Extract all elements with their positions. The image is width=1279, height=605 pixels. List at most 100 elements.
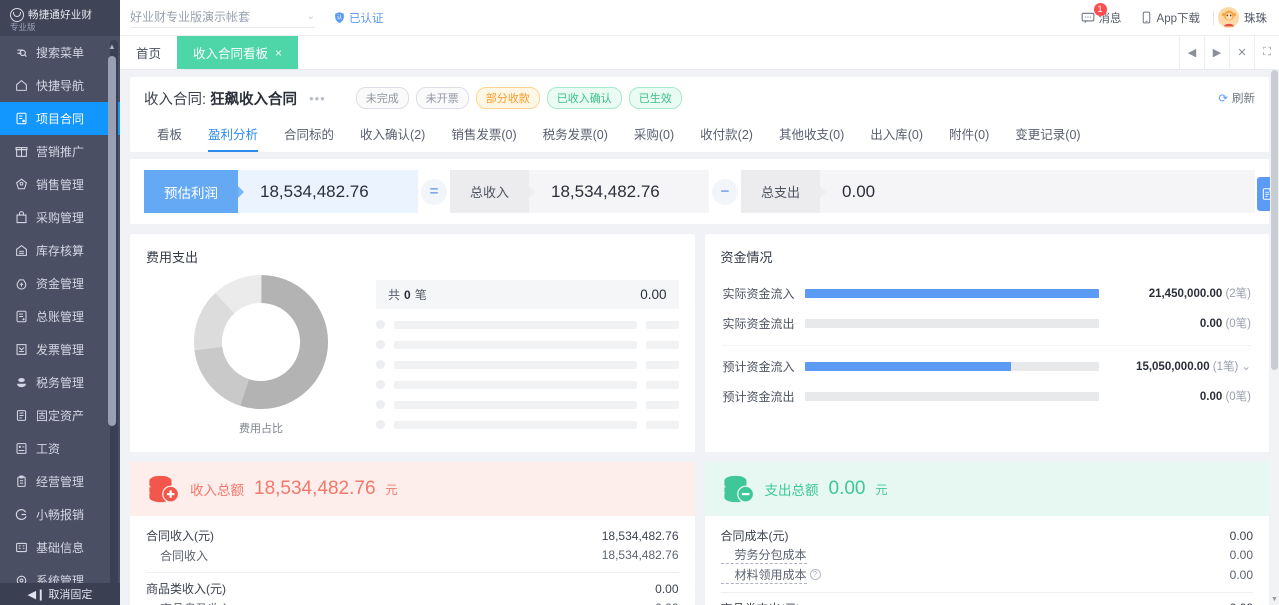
search-menu-icon [14, 46, 28, 60]
summary-row-label: 合同收入(元) [146, 529, 214, 544]
skeleton-amount [645, 360, 679, 369]
detail-tab-9[interactable]: 出入库(0) [870, 128, 924, 142]
app-logo[interactable]: 畅捷通好业财 专业版 [0, 0, 120, 36]
expense-list-header: 共 0 笔 0.00 [376, 280, 679, 309]
kpi-card: 预估利润 18,534,482.76 = 总收入 18,534,482.76 − [130, 159, 1269, 224]
income-detail-rows: 合同收入(元) 18,534,482.76 合同收入 18,534,482.76 商品类… [130, 516, 695, 605]
expense-skeleton-rows [376, 320, 679, 429]
fund-count: (2笔) [1225, 288, 1251, 300]
fund-label: 实际资金流入 [722, 286, 795, 301]
sidebar-item-15[interactable]: 基础信息 [0, 531, 120, 564]
page-scrollbar-thumb[interactable] [1271, 70, 1278, 370]
totals-row: 收入总额 18,534,482.76 元 合同收入(元) 18,534,482.7… [130, 462, 1269, 605]
more-actions-icon[interactable]: ••• [309, 90, 326, 106]
expense-total-unit: 元 [875, 482, 888, 497]
summary-row: 合同收入 18,534,482.76 [146, 546, 679, 566]
detail-tabs: 看板 盈利分析 合同标的 收入确认(2) 销售发票(0) 税务发票(0) 采购(0) 收付款(… [144, 119, 1255, 152]
summary-row-label: 合同收入 [160, 548, 209, 563]
certified-badge[interactable]: 认 已认证 [333, 10, 384, 26]
sidebar-item-9[interactable]: 发票管理 [0, 333, 120, 366]
detail-tab-4[interactable]: 销售发票(0) [451, 128, 517, 142]
page-tab-1[interactable]: 收入合同看板 × [177, 36, 299, 69]
detail-tab-0[interactable]: 看板 [157, 128, 183, 142]
content-scroll-area: 收入合同: 狂飙收入合同 ••• 未完成 未开票 部分收款 已收入确认 已生效 ⟳ 刷新… [120, 70, 1279, 605]
sidebar-item-1[interactable]: 快捷导航 [0, 69, 120, 102]
avatar[interactable] [1218, 7, 1239, 28]
sidebar-item-4[interactable]: 销售管理 [0, 168, 120, 201]
status-badges: 未完成 未开票 部分收款 已收入确认 已生效 [355, 87, 682, 109]
page-tab-close-icon[interactable]: × [275, 45, 283, 60]
top-bar: 好业财专业版演示帐套 ⌄ 认 已认证 消息 1 [120, 0, 1279, 36]
page-tab-0[interactable]: 首页 [120, 36, 177, 69]
funds-card: 资金情况 实际资金流入 21,450,000.00 (2笔) 实际资金流出 0.00 … [704, 234, 1270, 452]
income-total-amount: 18,534,482.76 [254, 478, 376, 499]
donut-slice-3 [193, 274, 329, 410]
detail-tab-2[interactable]: 合同标的 [284, 128, 335, 142]
fund-expand-chevron-icon[interactable]: ⌄ [1241, 361, 1251, 373]
collapse-sidebar-button[interactable]: ◀❙ 取消固定 [0, 583, 120, 605]
sidebar-item-10[interactable]: 税务管理 [0, 366, 120, 399]
detail-tab-1[interactable]: 盈利分析 [195, 119, 271, 152]
account-set-selector[interactable]: 好业财专业版演示帐套 ⌄ [130, 8, 315, 28]
sidebar-item-14[interactable]: 小畅报销 [0, 498, 120, 531]
fund-value: 21,450,000.00 (2笔) [1148, 288, 1251, 300]
detail-tab-7[interactable]: 收付款(2) [700, 128, 753, 142]
fullscreen-button[interactable]: ⛶ [1254, 36, 1279, 69]
detail-tab-10[interactable]: 附件(0) [949, 128, 990, 142]
sidebar-item-label: 搜索菜单 [36, 46, 85, 60]
fund-icon [14, 277, 28, 291]
summary-row-label[interactable]: 劳务分包成本 [720, 546, 807, 565]
detail-tab-5[interactable]: 税务发票(0) [542, 128, 608, 142]
fund-divider [722, 345, 1251, 346]
detail-tab-11[interactable]: 变更记录(0) [1015, 128, 1081, 142]
sidebar-item-8[interactable]: 总账管理 [0, 300, 120, 333]
brand-logo-icon [10, 7, 24, 22]
sidebar-item-6[interactable]: 库存核算 [0, 234, 120, 267]
contract-name: 狂飙收入合同 [210, 91, 298, 108]
tabs-prev-button[interactable]: ◀ [1179, 36, 1204, 69]
refresh-button[interactable]: ⟳ 刷新 [1218, 90, 1255, 106]
help-icon[interactable]: ? [809, 569, 821, 581]
kpi-minus-operator: − [709, 170, 741, 213]
salary-icon [14, 442, 28, 456]
skeleton-row [376, 320, 679, 329]
tabs-close-button[interactable]: ✕ [1229, 36, 1254, 69]
page-scrollbar[interactable]: ▼ [1270, 70, 1279, 605]
sidebar-item-2[interactable]: 项目合同 [0, 102, 120, 135]
kpi-profit-value: 18,534,482.76 [238, 170, 418, 213]
sidebar-item-11[interactable]: 固定资产 [0, 399, 120, 432]
scroll-up-icon[interactable]: ▲ [108, 42, 116, 51]
sidebar-item-0[interactable]: 搜索菜单 [0, 36, 120, 69]
detail-tab-8[interactable]: 其他收支(0) [778, 128, 845, 142]
summary-row-value: 0.00 [1229, 528, 1253, 543]
skeleton-row [376, 360, 679, 369]
summary-row: 商品类支出(元) 0.00 [721, 599, 1254, 605]
app-download-button[interactable]: App下载 [1131, 10, 1209, 26]
messages-button[interactable]: 消息 1 [1072, 2, 1131, 26]
expense-card-title: 费用支出 [146, 250, 199, 265]
refresh-label: 刷新 [1232, 93, 1255, 105]
gift-icon [14, 145, 28, 159]
sidebar-item-12[interactable]: 工资 [0, 432, 120, 465]
sidebar-scrollbar-thumb[interactable] [108, 56, 116, 426]
sidebar-item-3[interactable]: 营销推广 [0, 135, 120, 168]
equals-icon: = [421, 178, 447, 205]
page-scroll-down-icon[interactable]: ▼ [1271, 596, 1278, 603]
sidebar-item-label: 发票管理 [36, 343, 85, 357]
sidebar-scrollbar[interactable]: ▲ ▼ [108, 40, 118, 601]
funds-rows: 实际资金流入 21,450,000.00 (2笔) 实际资金流出 0.00 (0笔) 预… [705, 266, 1270, 427]
summary-row-label[interactable]: 材料领用成本 [720, 566, 807, 584]
expense-total-amount: 0.00 [828, 478, 866, 499]
detail-tab-3[interactable]: 收入确认(2) [360, 128, 426, 142]
home-icon [14, 79, 28, 93]
sidebar-item-5[interactable]: 采购管理 [0, 201, 120, 234]
fund-value: 0.00 (0笔) [1199, 391, 1251, 403]
sidebar-item-label: 销售管理 [36, 178, 85, 192]
sidebar-item-13[interactable]: 经营管理 [0, 465, 120, 498]
fund-bar-track [804, 318, 1099, 328]
username-label[interactable]: 珠珠 [1244, 12, 1267, 25]
tabs-next-button[interactable]: ▶ [1204, 36, 1229, 69]
expense-total-header: 支出总额 0.00 元 [704, 462, 1269, 516]
detail-tab-6[interactable]: 采购(0) [633, 128, 675, 142]
sidebar-item-7[interactable]: 资金管理 [0, 267, 120, 300]
